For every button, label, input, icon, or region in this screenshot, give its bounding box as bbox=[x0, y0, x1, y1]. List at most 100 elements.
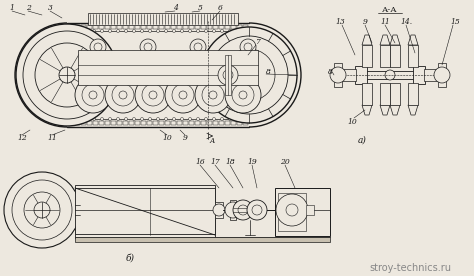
Text: 3: 3 bbox=[47, 4, 53, 12]
Bar bbox=[111, 121, 116, 125]
Circle shape bbox=[140, 30, 144, 33]
Circle shape bbox=[142, 84, 164, 106]
Circle shape bbox=[286, 204, 298, 216]
Text: 10: 10 bbox=[347, 118, 357, 126]
Bar bbox=[408, 83, 418, 105]
Polygon shape bbox=[408, 35, 418, 45]
Circle shape bbox=[245, 118, 247, 121]
Bar bbox=[362, 45, 372, 67]
Circle shape bbox=[84, 30, 88, 33]
Bar bbox=[129, 121, 134, 125]
Text: 7: 7 bbox=[255, 38, 260, 46]
Circle shape bbox=[276, 194, 308, 226]
Circle shape bbox=[117, 30, 119, 33]
Text: 11: 11 bbox=[380, 18, 390, 26]
Bar bbox=[78, 200, 98, 220]
Bar bbox=[135, 25, 140, 29]
Circle shape bbox=[75, 77, 111, 113]
Bar bbox=[123, 121, 128, 125]
Text: 6: 6 bbox=[218, 4, 222, 12]
Circle shape bbox=[125, 30, 128, 33]
Bar bbox=[105, 121, 110, 125]
Bar bbox=[243, 25, 248, 29]
Circle shape bbox=[94, 43, 102, 51]
Bar bbox=[225, 121, 230, 125]
Bar bbox=[183, 121, 188, 125]
Circle shape bbox=[69, 30, 72, 33]
Bar bbox=[213, 121, 218, 125]
Bar bbox=[117, 25, 122, 29]
Circle shape bbox=[100, 30, 103, 33]
Circle shape bbox=[144, 43, 152, 51]
Text: 18: 18 bbox=[225, 158, 235, 166]
Circle shape bbox=[179, 91, 187, 99]
Circle shape bbox=[149, 91, 157, 99]
Circle shape bbox=[24, 192, 60, 228]
Circle shape bbox=[218, 65, 238, 85]
Circle shape bbox=[190, 39, 206, 55]
Circle shape bbox=[164, 30, 167, 33]
Bar bbox=[215, 202, 223, 218]
Bar bbox=[165, 121, 170, 125]
Text: 8: 8 bbox=[265, 68, 271, 76]
Circle shape bbox=[225, 202, 241, 218]
Circle shape bbox=[197, 30, 200, 33]
Circle shape bbox=[209, 91, 217, 99]
Circle shape bbox=[89, 91, 97, 99]
Polygon shape bbox=[390, 105, 400, 115]
Circle shape bbox=[197, 118, 200, 121]
Polygon shape bbox=[390, 35, 400, 45]
Circle shape bbox=[12, 180, 72, 240]
Bar bbox=[111, 25, 116, 29]
Circle shape bbox=[117, 118, 119, 121]
Bar bbox=[123, 25, 128, 29]
Circle shape bbox=[92, 30, 95, 33]
Bar bbox=[413, 66, 425, 84]
Text: 19: 19 bbox=[247, 158, 257, 166]
Bar bbox=[225, 55, 231, 95]
Text: А: А bbox=[210, 137, 215, 145]
Circle shape bbox=[76, 118, 80, 121]
Bar bbox=[153, 121, 158, 125]
Circle shape bbox=[90, 39, 106, 55]
Circle shape bbox=[35, 43, 99, 107]
Circle shape bbox=[244, 43, 252, 51]
Circle shape bbox=[189, 118, 191, 121]
Circle shape bbox=[135, 77, 171, 113]
Bar bbox=[207, 25, 212, 29]
Text: stroy-technics.ru: stroy-technics.ru bbox=[369, 263, 451, 273]
Polygon shape bbox=[362, 35, 372, 45]
Bar bbox=[201, 25, 206, 29]
Circle shape bbox=[156, 30, 159, 33]
Text: 12: 12 bbox=[17, 134, 27, 142]
Circle shape bbox=[204, 118, 208, 121]
Bar bbox=[438, 63, 446, 87]
Bar bbox=[201, 121, 206, 125]
Text: 2: 2 bbox=[26, 4, 30, 12]
Circle shape bbox=[164, 118, 167, 121]
Bar bbox=[334, 63, 342, 87]
Circle shape bbox=[189, 30, 191, 33]
Circle shape bbox=[148, 118, 152, 121]
Bar bbox=[177, 25, 182, 29]
Bar bbox=[408, 45, 418, 67]
Bar bbox=[93, 121, 98, 125]
Polygon shape bbox=[380, 105, 390, 115]
Circle shape bbox=[4, 172, 80, 248]
Text: 15: 15 bbox=[450, 18, 460, 26]
Circle shape bbox=[247, 200, 267, 220]
Bar bbox=[380, 45, 390, 67]
Text: 11: 11 bbox=[47, 134, 57, 142]
Bar bbox=[237, 121, 242, 125]
Circle shape bbox=[92, 118, 95, 121]
Circle shape bbox=[133, 30, 136, 33]
Bar bbox=[231, 25, 236, 29]
Circle shape bbox=[330, 67, 346, 83]
Bar bbox=[153, 25, 158, 29]
Text: а): а) bbox=[357, 136, 366, 145]
Circle shape bbox=[202, 84, 224, 106]
Bar bbox=[177, 121, 182, 125]
Circle shape bbox=[195, 77, 231, 113]
Circle shape bbox=[172, 84, 194, 106]
Circle shape bbox=[220, 118, 224, 121]
